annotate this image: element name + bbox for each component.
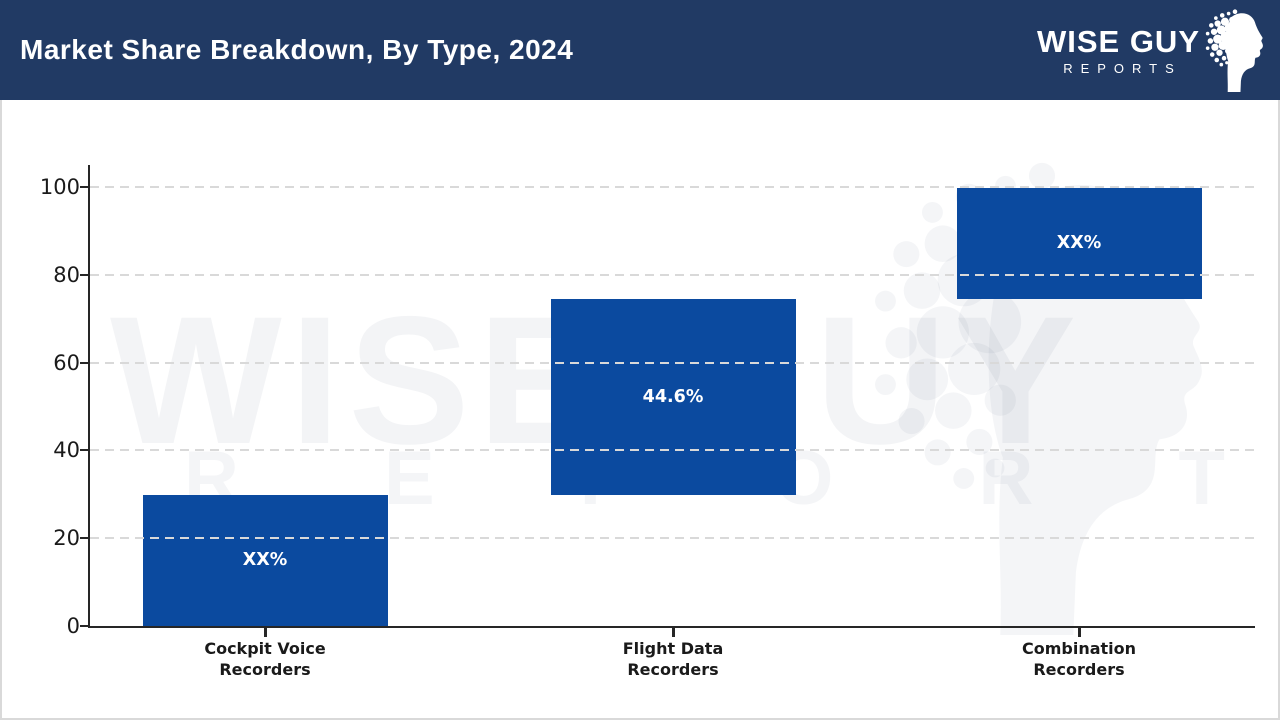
category-label-1: Cockpit Voice Recorders xyxy=(204,639,326,679)
y-tick-label-60: 60 xyxy=(53,350,80,375)
gridline-20 xyxy=(90,537,1255,540)
bar-1 xyxy=(142,494,388,626)
chart-card: WISE GUY R E P O R T S XX%44.6%XX%020406… xyxy=(0,100,1280,720)
y-tick-0 xyxy=(80,625,88,627)
x-tick-3 xyxy=(1078,628,1081,637)
y-tick-label-40: 40 xyxy=(53,438,80,463)
gridline-40 xyxy=(90,449,1255,452)
logo-reports-text: REPORTS xyxy=(1063,60,1182,76)
y-tick-label-80: 80 xyxy=(53,262,80,287)
x-axis-line xyxy=(88,626,1255,628)
wise-guy-face-icon xyxy=(1205,9,1263,92)
bar-value-label-3: XX% xyxy=(1056,233,1102,254)
category-label-2: Flight Data Recorders xyxy=(622,639,724,679)
bar-2 xyxy=(550,298,796,495)
y-tick-100 xyxy=(80,186,88,188)
y-tick-20 xyxy=(80,537,88,540)
y-axis-line xyxy=(88,165,90,628)
category-label-3: Combination Recorders xyxy=(1021,639,1137,679)
logo-wiseguy-text: WISE GUY xyxy=(1036,23,1200,59)
bar-value-label-1: XX% xyxy=(242,550,288,571)
bar-value-label-2: 44.6% xyxy=(642,386,704,407)
gridline-80 xyxy=(90,273,1255,276)
gridline-60 xyxy=(90,361,1255,364)
x-tick-1 xyxy=(264,628,267,637)
x-tick-2 xyxy=(672,628,675,637)
header-bar: Market Share Breakdown, By Type, 2024 WI… xyxy=(0,0,1280,100)
bar-3 xyxy=(956,187,1202,299)
logo-wordmark: WISE GUY REPORTS xyxy=(1036,23,1200,76)
gridline-100 xyxy=(90,186,1255,188)
y-tick-80 xyxy=(80,273,88,276)
y-tick-label-100: 100 xyxy=(39,175,80,199)
y-tick-60 xyxy=(80,361,88,364)
y-tick-label-20: 20 xyxy=(53,526,80,551)
y-tick-label-0: 0 xyxy=(66,614,80,638)
wise-guy-logo: WISE GUY REPORTS xyxy=(1037,7,1266,93)
page-title: Market Share Breakdown, By Type, 2024 xyxy=(20,34,574,65)
y-tick-40 xyxy=(80,449,88,452)
